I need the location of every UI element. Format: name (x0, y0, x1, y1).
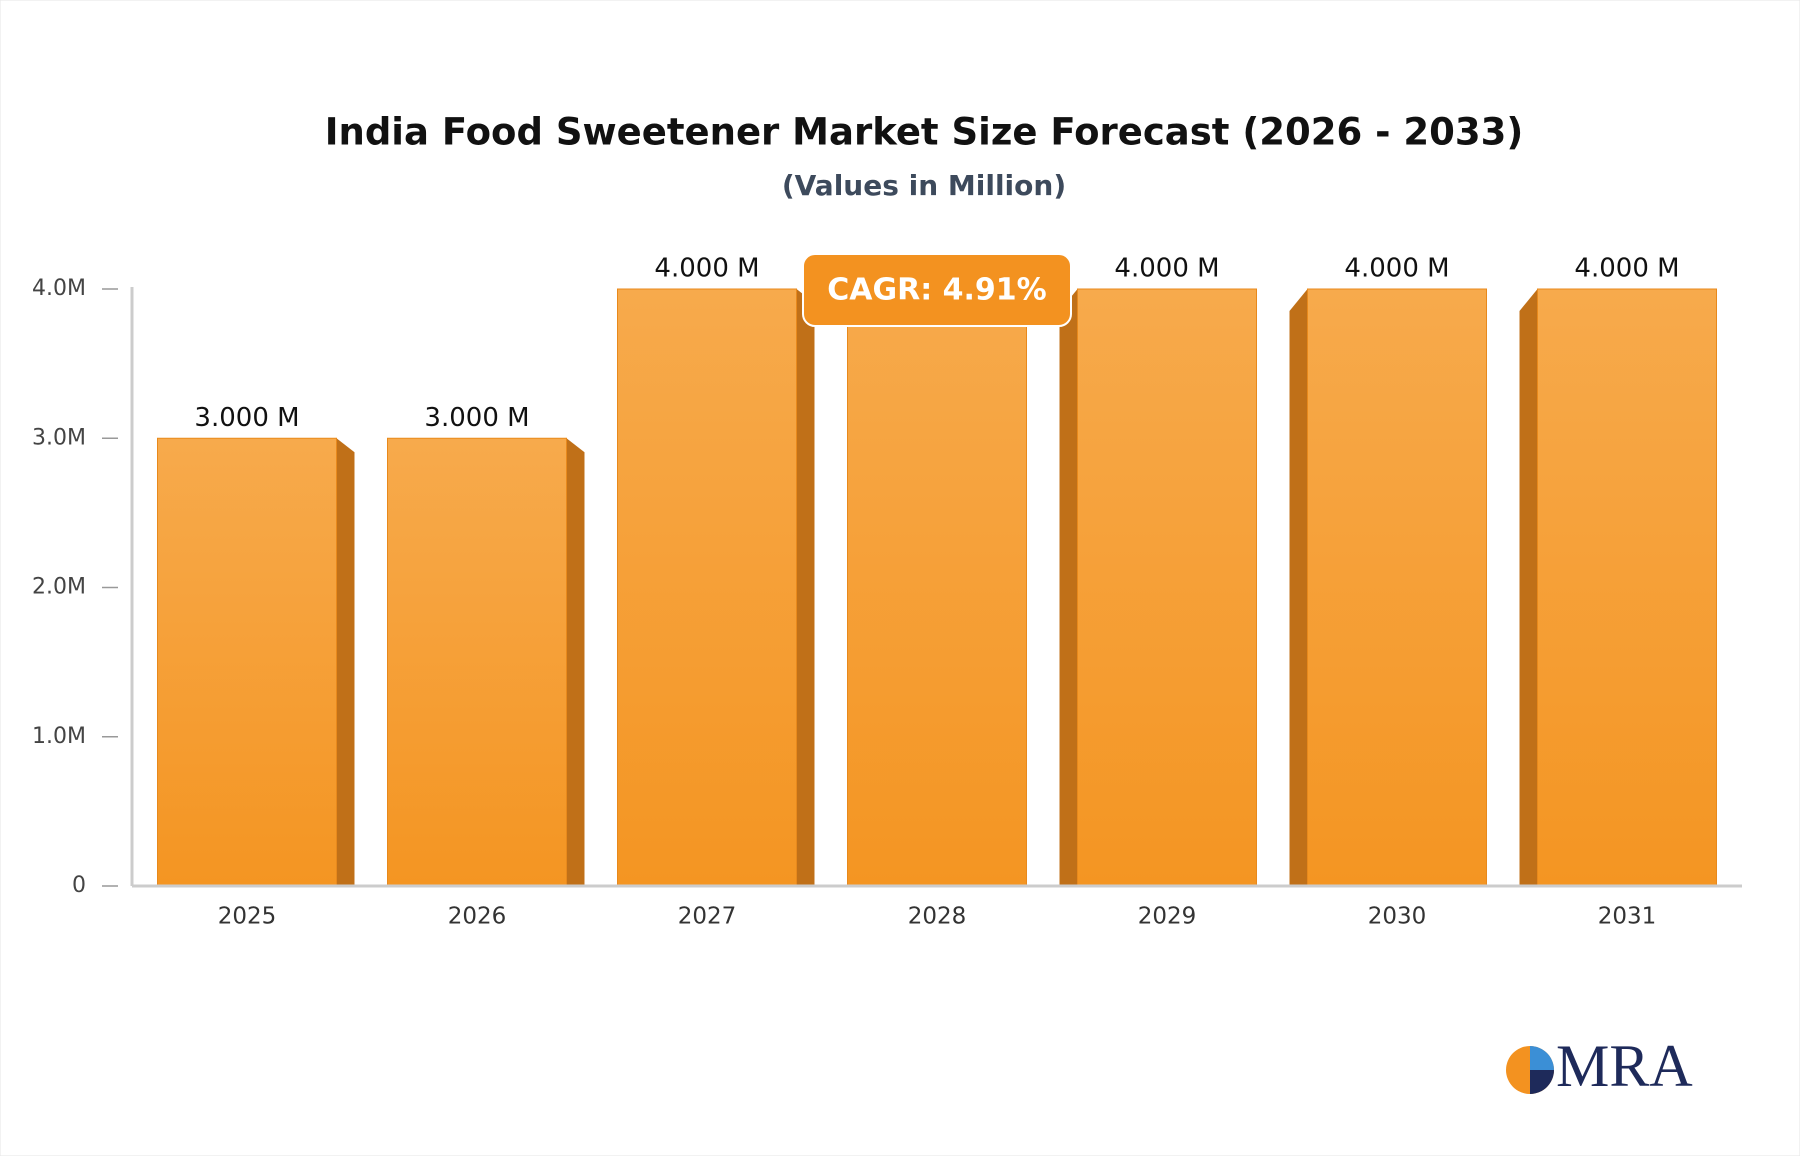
bar (1307, 288, 1487, 887)
bar (617, 288, 797, 887)
bar-side (1519, 289, 1538, 886)
x-tick-label: 2029 (1138, 904, 1197, 930)
x-tick-label: 2031 (1598, 904, 1657, 930)
bar-side (336, 438, 355, 886)
bar-side (1059, 289, 1078, 886)
y-tick-label: 1.0M (32, 724, 86, 749)
chart-subtitle: (Values in Million) (782, 169, 1066, 202)
y-tick-label: 2.0M (32, 575, 86, 600)
annotation-box (802, 253, 1072, 327)
bar (1537, 288, 1717, 887)
value-label: 4.000 M (1344, 254, 1449, 284)
bar (387, 437, 567, 887)
y-tick-label: 0 (72, 873, 86, 898)
value-label: 4.000 M (1114, 254, 1219, 284)
y-tick-label: 4.0M (32, 276, 86, 301)
bar-side (566, 438, 585, 886)
chart-title: India Food Sweetener Market Size Forecas… (325, 111, 1524, 154)
annotation: CAGR: 4.91% (827, 273, 1046, 308)
value-label: 4.000 M (654, 254, 759, 284)
x-tick-label: 2030 (1368, 904, 1427, 930)
x-tick-label: 2028 (908, 904, 967, 930)
value-label: 3.000 M (424, 403, 529, 433)
x-tick-label: 2025 (218, 904, 277, 930)
x-tick-label: 2026 (448, 904, 507, 930)
logo-text: MRA (1556, 1033, 1693, 1099)
x-tick-label: 2027 (678, 904, 737, 930)
bar (157, 437, 337, 887)
logo-icon (1530, 1070, 1554, 1094)
logo: MRA (1506, 1033, 1693, 1099)
value-label: 3.000 M (194, 403, 299, 433)
bar-side (796, 289, 815, 886)
logo-icon (1530, 1046, 1554, 1070)
bar (847, 288, 1027, 887)
bar (1077, 288, 1257, 887)
y-tick-label: 3.0M (32, 425, 86, 450)
bar-side (1289, 289, 1308, 886)
value-label: 4.000 M (1574, 254, 1679, 284)
